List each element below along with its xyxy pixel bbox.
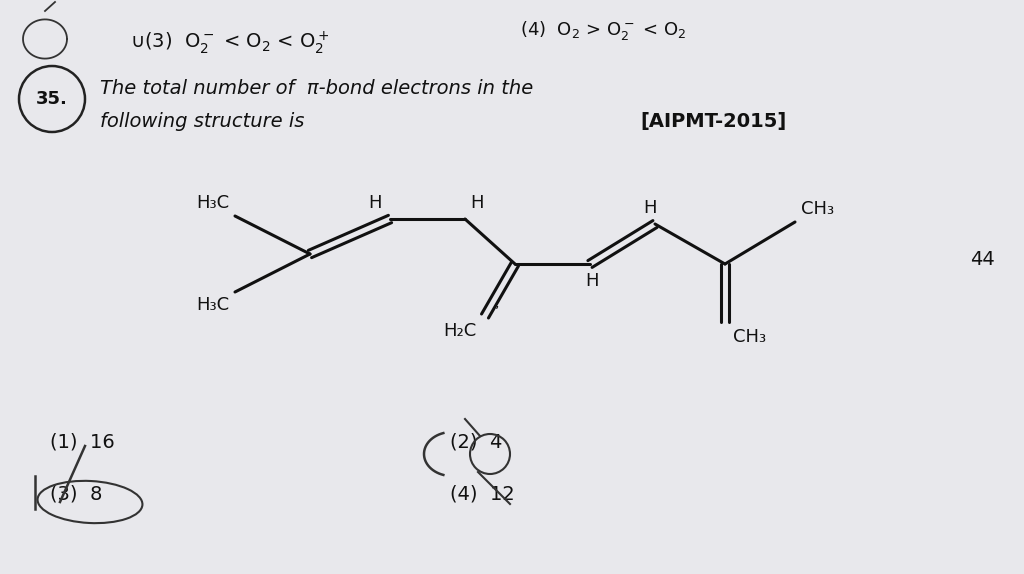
Text: H: H [643, 199, 656, 217]
Text: (4)  12: (4) 12 [450, 484, 515, 503]
Text: H₃C: H₃C [196, 296, 229, 314]
Text: [AIPMT-2015]: [AIPMT-2015] [640, 112, 786, 131]
Text: (2)  4: (2) 4 [450, 432, 503, 451]
Text: CH₃: CH₃ [801, 200, 835, 218]
Text: H: H [369, 194, 382, 212]
Text: H: H [586, 272, 599, 290]
Text: H₃C: H₃C [196, 194, 229, 212]
Text: H₂C: H₂C [443, 322, 477, 340]
Text: CH₃: CH₃ [733, 328, 766, 346]
Text: H: H [470, 194, 483, 212]
Text: (1)  16: (1) 16 [50, 432, 115, 451]
Text: (3)  8: (3) 8 [50, 484, 102, 503]
Text: following structure is: following structure is [100, 112, 304, 131]
Text: 35.: 35. [36, 90, 68, 108]
Text: The total number of  π-bond electrons in the: The total number of π-bond electrons in … [100, 79, 534, 98]
Text: ’: ’ [495, 305, 500, 319]
Text: 44: 44 [970, 250, 994, 269]
Text: $\cup$(3)  $\mathregular{O_2^-}$ < $\mathregular{O_2}$ < $\mathregular{O_2^+}$: $\cup$(3) $\mathregular{O_2^-}$ < $\math… [130, 29, 330, 56]
Text: (4)  $\mathregular{O_2}$ > $\mathregular{O_2^-}$ < $\mathregular{O_2}$: (4) $\mathregular{O_2}$ > $\mathregular{… [520, 19, 686, 42]
